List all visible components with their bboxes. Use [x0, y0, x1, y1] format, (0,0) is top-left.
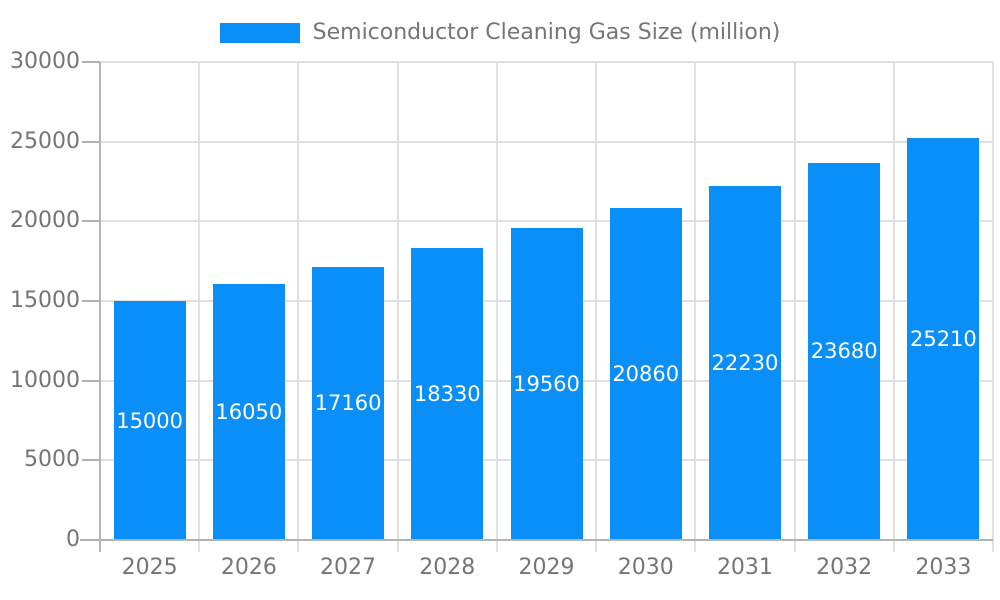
y-axis-tick: [82, 220, 100, 223]
x-axis-baseline: [80, 539, 993, 541]
x-gridline: [595, 62, 598, 552]
y-axis-tick-label: 5000: [24, 447, 80, 473]
x-gridline: [198, 62, 201, 552]
y-axis-tick: [82, 300, 100, 302]
legend: Semiconductor Cleaning Gas Size (million…: [0, 20, 1000, 45]
y-axis-line: [99, 62, 101, 552]
x-gridline: [694, 62, 697, 552]
y-axis-tick-label: 15000: [10, 288, 80, 313]
x-axis-tick-label: 2029: [518, 555, 575, 580]
x-axis-tick-label: 2027: [320, 555, 377, 580]
x-gridline: [297, 62, 300, 552]
y-axis-tick: [82, 459, 100, 462]
y-gridline: [100, 61, 993, 63]
bar-2033[interactable]: [907, 138, 980, 540]
x-axis-tick-label: 2026: [220, 555, 277, 580]
x-axis-tick-label: 2032: [816, 555, 873, 580]
y-axis-tick-label: 10000: [10, 367, 80, 393]
y-axis-tick-label: 0: [66, 527, 80, 552]
y-gridline: [100, 140, 993, 143]
bar-2025[interactable]: [113, 301, 186, 540]
x-axis-tick-label: 2033: [915, 555, 972, 580]
y-gridline: [100, 220, 993, 223]
legend-swatch: [219, 22, 300, 43]
x-axis-tick-label: 2028: [419, 555, 476, 580]
x-axis-tick-label: 2031: [716, 555, 773, 580]
bar-2027[interactable]: [312, 266, 385, 540]
bar-2028[interactable]: [411, 247, 484, 540]
legend-series-label: Semiconductor Cleaning Gas Size (million…: [312, 20, 781, 45]
y-axis-tick-label: 20000: [10, 208, 80, 234]
bar-2031[interactable]: [708, 185, 781, 540]
x-gridline: [495, 62, 498, 552]
y-axis-tick-label: 30000: [10, 49, 80, 74]
x-gridline: [992, 62, 994, 552]
x-axis-tick-label: 2025: [121, 555, 178, 580]
bar-2030[interactable]: [609, 207, 682, 540]
x-gridline: [892, 62, 895, 552]
bar-2029[interactable]: [510, 228, 583, 540]
plot-area: 0 5000 10000 15000 20000 25000 30000 15000 2025 1…: [10, 49, 994, 580]
bar-2026[interactable]: [212, 284, 285, 540]
y-axis-tick: [82, 379, 100, 382]
y-axis-tick-label: 25000: [10, 128, 80, 154]
bar-2032[interactable]: [808, 162, 881, 540]
x-gridline: [396, 62, 399, 552]
y-axis-tick: [82, 140, 100, 143]
x-gridline: [793, 62, 796, 552]
y-axis-tick: [82, 61, 100, 63]
x-axis-tick-label: 2030: [617, 555, 674, 580]
